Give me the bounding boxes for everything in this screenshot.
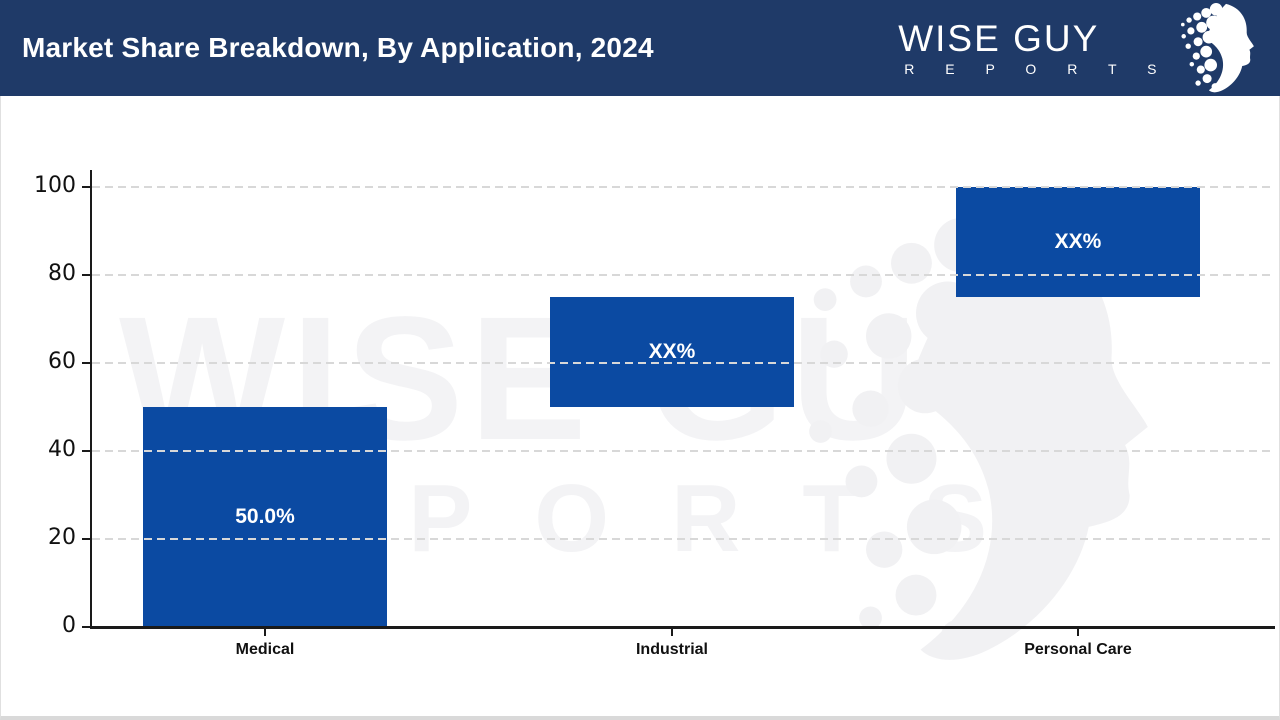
bar-personal-care: XX% <box>956 187 1200 297</box>
y-tick-label-60: 60 <box>48 349 76 374</box>
header-bar: Market Share Breakdown, By Application, … <box>0 0 1280 96</box>
y-tick-label-0: 0 <box>62 613 76 638</box>
y-tick-label-80: 80 <box>48 261 76 286</box>
y-tick-mark-20 <box>82 538 90 540</box>
x-tick-mark-1 <box>264 629 266 636</box>
x-category-label-medical: Medical <box>235 641 295 658</box>
x-tick-mark-3 <box>1077 629 1079 636</box>
x-axis-line <box>90 626 1275 629</box>
y-tick-mark-40 <box>82 450 90 452</box>
x-category-label-personal-care: Personal Care <box>1024 641 1132 658</box>
logo-brand-name: WISE GUY <box>898 18 1100 59</box>
y-tick-label-20: 20 <box>48 525 76 550</box>
gridline-40 <box>92 450 1275 452</box>
y-tick-mark-0 <box>82 626 90 628</box>
page-title: Market Share Breakdown, By Application, … <box>22 32 654 63</box>
y-axis-line <box>90 170 92 629</box>
y-tick-label-40: 40 <box>48 437 76 462</box>
logo-brand-sub: R E P O R T S <box>904 61 1170 77</box>
y-tick-mark-100 <box>82 186 90 188</box>
bar-value-label: 50.0% <box>235 505 295 528</box>
wiseguy-logo: WISE GUY R E P O R T S <box>898 3 1258 93</box>
bar-value-label: XX% <box>1054 230 1102 253</box>
chart-area: WISE GUY REPORTS 50.0% XX% XX% 0 20 40 60 80 100… <box>0 96 1280 720</box>
bar-value-label: XX% <box>648 340 696 363</box>
gridline-60 <box>92 362 1275 364</box>
wiseguy-head-icon <box>1181 3 1254 93</box>
y-tick-label-100: 100 <box>34 173 76 198</box>
watermark-head-icon <box>809 217 1148 660</box>
gridline-80 <box>92 274 1275 276</box>
bar-industrial: XX% <box>550 297 794 407</box>
bar-medical: 50.0% <box>143 407 387 627</box>
y-tick-mark-80 <box>82 274 90 276</box>
x-tick-mark-2 <box>671 629 673 636</box>
y-tick-mark-60 <box>82 362 90 364</box>
wiseguy-logo-text: WISE GUY R E P O R T S <box>898 20 1170 76</box>
gridline-100 <box>92 186 1275 188</box>
gridline-20 <box>92 538 1275 540</box>
x-category-label-industrial: Industrial <box>635 641 708 658</box>
